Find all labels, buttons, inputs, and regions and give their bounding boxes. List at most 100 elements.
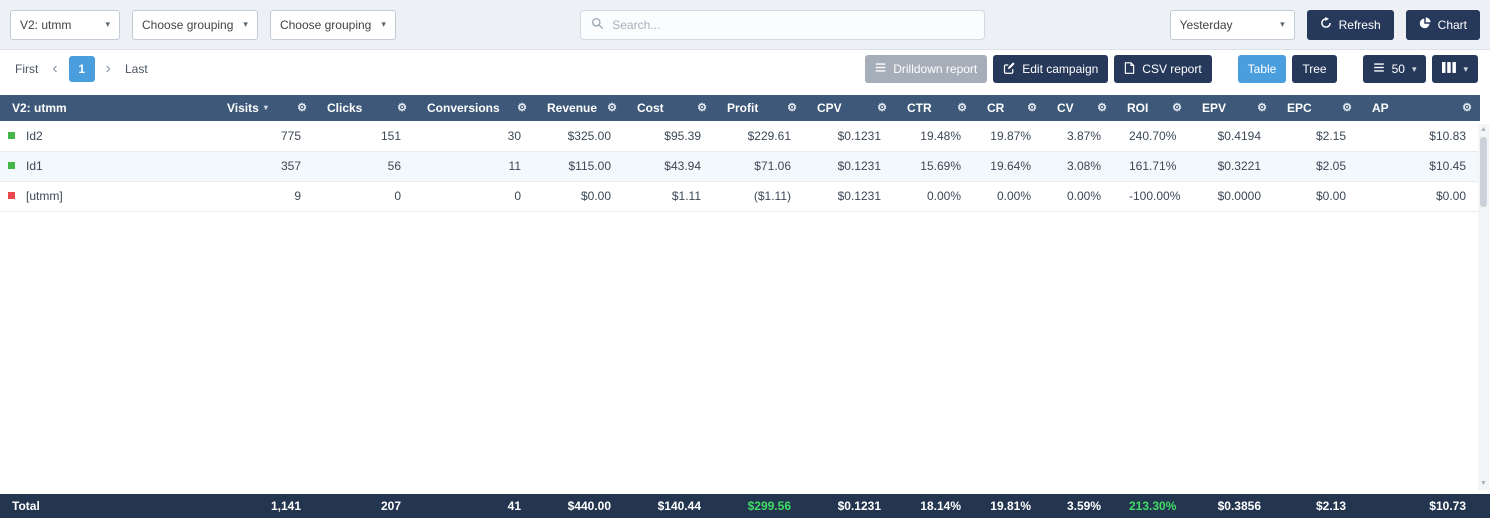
cell-name[interactable]: Id1: [0, 151, 215, 182]
column-label: Clicks: [327, 101, 363, 115]
cell-cpv: $0.1231: [805, 151, 895, 182]
table-row[interactable]: Id1 357 56 11 $115.00 $43.94 $71.06 $0.1231 15.6…: [0, 151, 1480, 182]
column-header-cost[interactable]: Cost ⚙: [625, 95, 715, 121]
cell-cpv: $0.1231: [805, 181, 895, 212]
cell-ap: $10.45: [1360, 151, 1480, 182]
column-header-clicks[interactable]: Clicks ⚙: [315, 95, 415, 121]
rows-per-page-value: 50: [1391, 62, 1405, 76]
tree-view-toggle[interactable]: Tree: [1292, 55, 1337, 83]
cell-ctr: 0.00%: [895, 181, 975, 212]
report-actions: Drilldown report Edit campaign CSV repor…: [865, 55, 1478, 83]
column-header-content: CR: [987, 101, 1004, 115]
column-header-cr[interactable]: CR ⚙: [975, 95, 1045, 121]
cell-conversions: 0: [415, 181, 535, 212]
cell-name[interactable]: [utmm]: [0, 181, 215, 212]
column-header-ap[interactable]: AP ⚙: [1360, 95, 1480, 121]
column-label: EPV: [1202, 101, 1227, 115]
column-settings-icon[interactable]: ⚙: [607, 101, 617, 114]
pagination-page-1[interactable]: 1: [68, 56, 95, 82]
rows-per-page-button[interactable]: 50 ▾: [1362, 55, 1427, 83]
table-row[interactable]: Id2 775 151 30 $325.00 $95.39 $229.61 $0.1231 19…: [0, 121, 1480, 152]
table-view-toggle[interactable]: Table: [1237, 55, 1287, 83]
column-settings-icon[interactable]: ⚙: [957, 101, 967, 114]
cell-ctr: 15.69%: [895, 151, 975, 182]
column-settings-icon[interactable]: ⚙: [1027, 101, 1037, 114]
table-row[interactable]: [utmm] 9 0 0 $0.00 $1.11 ($1.11) $0.1231 0.00% 0.…: [0, 181, 1480, 212]
cell-name[interactable]: Id2: [0, 121, 215, 152]
date-range-dropdown[interactable]: Yesterday ▾: [1169, 9, 1295, 40]
columns-button[interactable]: ▾: [1432, 55, 1478, 83]
refresh-button[interactable]: Refresh: [1306, 9, 1394, 40]
row-name: [utmm]: [26, 189, 63, 203]
column-label: AP: [1372, 101, 1389, 115]
cell-cv: 3.87%: [1045, 121, 1115, 152]
pagination-last[interactable]: Last: [124, 62, 148, 76]
cell-clicks: 0: [315, 181, 415, 212]
cell-cr: 19.87%: [975, 121, 1045, 152]
cell-visits: 775: [215, 121, 315, 152]
column-header-cv[interactable]: CV ⚙: [1045, 95, 1115, 121]
report-table: V2: utmm Visits ▾ ⚙ Clicks ⚙ Conversions ⚙ Reven…: [0, 95, 1480, 212]
column-header-epc[interactable]: EPC ⚙: [1275, 95, 1360, 121]
column-header-profit[interactable]: Profit ⚙: [715, 95, 805, 121]
column-header-epv[interactable]: EPV ⚙: [1190, 95, 1275, 121]
row-status-indicator: [8, 131, 15, 139]
column-settings-icon[interactable]: ⚙: [1342, 101, 1352, 114]
vertical-scrollbar[interactable]: ▲ ▼: [1478, 124, 1489, 490]
edit-campaign-button[interactable]: Edit campaign: [993, 55, 1109, 83]
cell-epv: $0.4194: [1190, 121, 1275, 152]
cell-profit: $229.61: [715, 121, 805, 152]
column-header-v2-utmm[interactable]: V2: utmm: [0, 95, 215, 121]
chart-button[interactable]: Chart: [1405, 9, 1480, 40]
row-name: Id2: [26, 128, 43, 143]
drilldown-report-button[interactable]: Drilldown report: [865, 55, 988, 83]
column-settings-icon[interactable]: ⚙: [397, 101, 407, 114]
column-settings-icon[interactable]: ⚙: [517, 101, 527, 114]
column-settings-icon[interactable]: ⚙: [787, 101, 797, 114]
search-input[interactable]: [612, 17, 975, 32]
chevron-right-icon[interactable]: ›: [105, 60, 111, 77]
total-conversions: 41: [415, 494, 535, 518]
chevron-left-icon[interactable]: ‹: [52, 60, 58, 77]
total-epc: $2.13: [1275, 494, 1360, 518]
search-box[interactable]: [580, 9, 986, 40]
column-label: V2: utmm: [12, 101, 67, 115]
column-settings-icon[interactable]: ⚙: [1257, 101, 1267, 114]
column-label: Conversions: [427, 101, 500, 115]
column-settings-icon[interactable]: ⚙: [1462, 101, 1472, 114]
column-settings-icon[interactable]: ⚙: [297, 101, 307, 114]
scroll-down-icon[interactable]: ▼: [1480, 480, 1487, 487]
table-view-label: Table: [1247, 62, 1277, 76]
grouping-dropdown-1[interactable]: Choose grouping ▾: [132, 9, 258, 40]
column-header-cpv[interactable]: CPV ⚙: [805, 95, 895, 121]
total-revenue: $440.00: [535, 494, 625, 518]
column-header-content: ROI: [1127, 101, 1148, 115]
chevron-down-icon: ▾: [1411, 63, 1417, 74]
chart-button-label: Chart: [1437, 17, 1467, 32]
total-visits: 1,141: [215, 494, 315, 518]
csv-report-button[interactable]: CSV report: [1114, 55, 1212, 83]
column-label: Cost: [637, 101, 664, 115]
grouping-dropdown-2[interactable]: Choose grouping ▾: [269, 9, 396, 40]
column-header-revenue[interactable]: Revenue ⚙: [535, 95, 625, 121]
column-label: Revenue: [547, 101, 598, 115]
column-header-ctr[interactable]: CTR ⚙: [895, 95, 975, 121]
scroll-up-icon[interactable]: ▲: [1480, 126, 1487, 133]
report-table-area: V2: utmm Visits ▾ ⚙ Clicks ⚙ Conversions ⚙ Reven…: [0, 88, 1490, 494]
refresh-button-label: Refresh: [1338, 17, 1381, 32]
column-settings-icon[interactable]: ⚙: [1172, 101, 1182, 114]
column-header-visits[interactable]: Visits ▾ ⚙: [215, 95, 315, 121]
column-header-content: EPC: [1287, 101, 1312, 115]
refresh-icon: [1320, 17, 1332, 32]
column-header-content: Cost: [637, 101, 664, 115]
pagination-first[interactable]: First: [15, 62, 39, 76]
column-settings-icon[interactable]: ⚙: [697, 101, 707, 114]
column-header-roi[interactable]: ROI ⚙: [1115, 95, 1190, 121]
campaign-dropdown[interactable]: V2: utmm ▾: [10, 9, 120, 40]
scroll-thumb[interactable]: [1480, 137, 1487, 207]
chevron-down-icon: ▾: [381, 19, 386, 29]
column-header-conversions[interactable]: Conversions ⚙: [415, 95, 535, 121]
column-settings-icon[interactable]: ⚙: [877, 101, 887, 114]
column-settings-icon[interactable]: ⚙: [1097, 101, 1107, 114]
column-header-content: Profit: [727, 101, 758, 115]
